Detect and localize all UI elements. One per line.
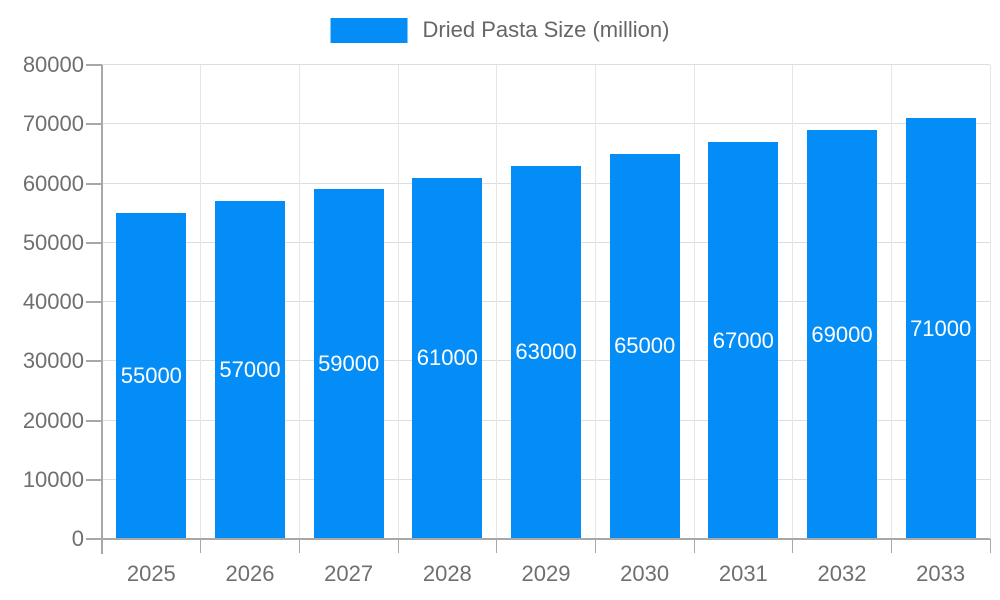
y-tick-label: 20000 <box>22 407 84 433</box>
y-tick-label: 40000 <box>22 289 84 314</box>
x-tick-label: 2030 <box>620 561 670 586</box>
bar[interactable] <box>412 177 483 539</box>
legend-label: Dried Pasta Size (million) <box>422 17 670 42</box>
y-tick-label: 50000 <box>22 229 84 255</box>
x-tick-label: 2032 <box>817 561 867 586</box>
v-gridline <box>594 65 596 539</box>
x-axis-tick <box>792 539 794 553</box>
y-axis-tick <box>86 360 102 363</box>
v-gridline <box>200 65 202 539</box>
bar[interactable] <box>708 142 779 539</box>
x-tick-label: 2026 <box>225 561 275 586</box>
y-tick-label: 30000 <box>22 348 84 374</box>
v-gridline <box>298 65 300 539</box>
bar-value-label: 63000 <box>515 339 577 365</box>
h-gridline <box>102 64 990 65</box>
y-tick-label: 0 <box>71 526 84 551</box>
x-tick-label: 2028 <box>422 561 472 586</box>
y-tick-label: 10000 <box>22 466 84 492</box>
y-axis-tick <box>86 182 102 185</box>
v-gridline <box>496 65 498 539</box>
h-gridline <box>102 123 990 125</box>
bar[interactable] <box>116 213 187 539</box>
x-axis-tick <box>890 539 892 553</box>
y-axis-tick <box>86 241 102 244</box>
x-axis-tick <box>397 539 399 553</box>
y-axis-tick <box>86 419 102 422</box>
y-axis-tick <box>86 538 102 540</box>
bar-value-label: 55000 <box>120 363 182 389</box>
y-tick-label: 70000 <box>22 111 84 137</box>
bar-value-label: 67000 <box>712 327 774 353</box>
bar-value-label: 65000 <box>614 333 676 359</box>
y-tick-label: 60000 <box>22 170 84 196</box>
bar-value-label: 71000 <box>910 315 972 341</box>
v-gridline <box>792 65 794 539</box>
x-axis-tick <box>594 539 596 553</box>
bar-value-label: 61000 <box>416 345 478 371</box>
x-axis-tick <box>989 539 991 553</box>
x-tick-label: 2031 <box>718 561 768 586</box>
legend: Dried Pasta Size (million) <box>330 17 670 43</box>
bar-value-label: 57000 <box>219 357 281 383</box>
y-axis-tick <box>86 123 102 126</box>
x-axis-tick <box>496 539 498 553</box>
bar[interactable] <box>609 153 680 539</box>
x-axis-tick <box>298 539 300 553</box>
x-tick-label: 2025 <box>126 561 176 586</box>
v-gridline <box>890 65 892 539</box>
y-axis-tick <box>86 64 102 66</box>
y-axis-tick <box>86 478 102 481</box>
v-gridline <box>397 65 399 539</box>
x-tick-label: 2027 <box>324 561 374 586</box>
x-axis-tick <box>200 539 202 553</box>
x-tick-label: 2033 <box>916 561 966 586</box>
bar[interactable] <box>905 118 976 539</box>
legend-swatch <box>330 17 408 43</box>
y-tick-label: 80000 <box>22 52 84 77</box>
y-axis-line <box>101 65 103 554</box>
v-gridline <box>693 65 695 539</box>
bar-value-label: 69000 <box>811 321 873 347</box>
x-axis-tick <box>693 539 695 553</box>
x-tick-label: 2029 <box>521 561 571 586</box>
bar[interactable] <box>807 130 877 539</box>
bar[interactable] <box>215 201 285 539</box>
y-axis-tick <box>86 301 102 303</box>
bar[interactable] <box>511 165 581 539</box>
bar[interactable] <box>313 189 384 539</box>
x-axis-line <box>102 538 990 540</box>
v-gridline <box>989 65 991 539</box>
bar-value-label: 59000 <box>318 351 380 377</box>
